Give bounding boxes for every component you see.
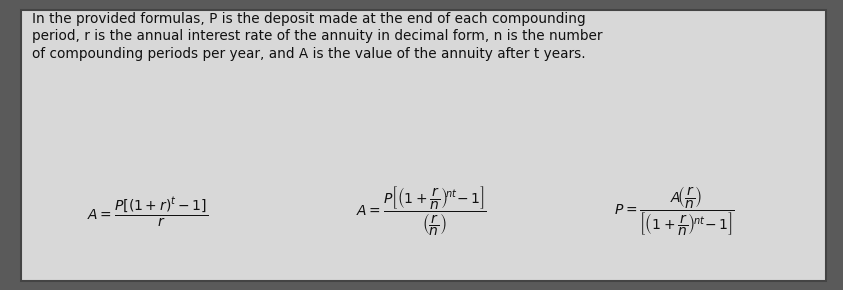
Text: $A = \dfrac{P[(1+r)^t - 1]}{r}$: $A = \dfrac{P[(1+r)^t - 1]}{r}$ <box>87 195 208 229</box>
Text: In the provided formulas, P is the deposit made at the end of each compounding
p: In the provided formulas, P is the depos… <box>32 12 603 61</box>
Text: $P = \dfrac{A\!\left(\dfrac{r}{n}\right)}{\left[\left(1+\dfrac{r}{n}\right)^{\!n: $P = \dfrac{A\!\left(\dfrac{r}{n}\right)… <box>614 185 735 238</box>
FancyBboxPatch shape <box>21 10 826 281</box>
Text: $A = \dfrac{P\left[\left(1+\dfrac{r}{n}\right)^{\!nt}\! - 1\right]}{\left(\dfrac: $A = \dfrac{P\left[\left(1+\dfrac{r}{n}\… <box>356 185 487 238</box>
